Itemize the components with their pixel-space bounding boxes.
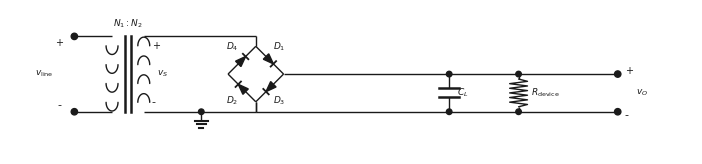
Text: $D_2$: $D_2$ [226,95,238,107]
Text: $v_O$: $v_O$ [635,88,648,98]
Polygon shape [236,57,246,67]
Circle shape [71,109,77,115]
Polygon shape [263,54,273,64]
Text: $D_1$: $D_1$ [273,41,286,53]
Circle shape [446,109,452,114]
Text: -: - [152,97,156,107]
Circle shape [516,71,522,77]
Circle shape [71,33,77,40]
Text: $C_L$: $C_L$ [457,87,468,99]
Circle shape [516,109,522,114]
Circle shape [199,109,204,114]
Text: $D_3$: $D_3$ [273,95,286,107]
Text: +: + [55,38,63,48]
Circle shape [614,71,621,77]
Polygon shape [238,84,249,94]
Text: -: - [58,100,62,110]
Circle shape [446,71,452,77]
Circle shape [614,109,621,115]
Polygon shape [266,82,276,92]
Text: +: + [152,41,159,51]
Text: $v_S$: $v_S$ [157,69,168,79]
Text: $D_4$: $D_4$ [226,41,238,53]
Text: +: + [625,66,633,76]
Text: $R_{\mathrm{device}}$: $R_{\mathrm{device}}$ [531,87,560,99]
Text: -: - [625,110,629,120]
Text: $v_{\mathrm{line}}$: $v_{\mathrm{line}}$ [35,69,54,79]
Text: $N_1 : N_2$: $N_1 : N_2$ [113,18,143,31]
